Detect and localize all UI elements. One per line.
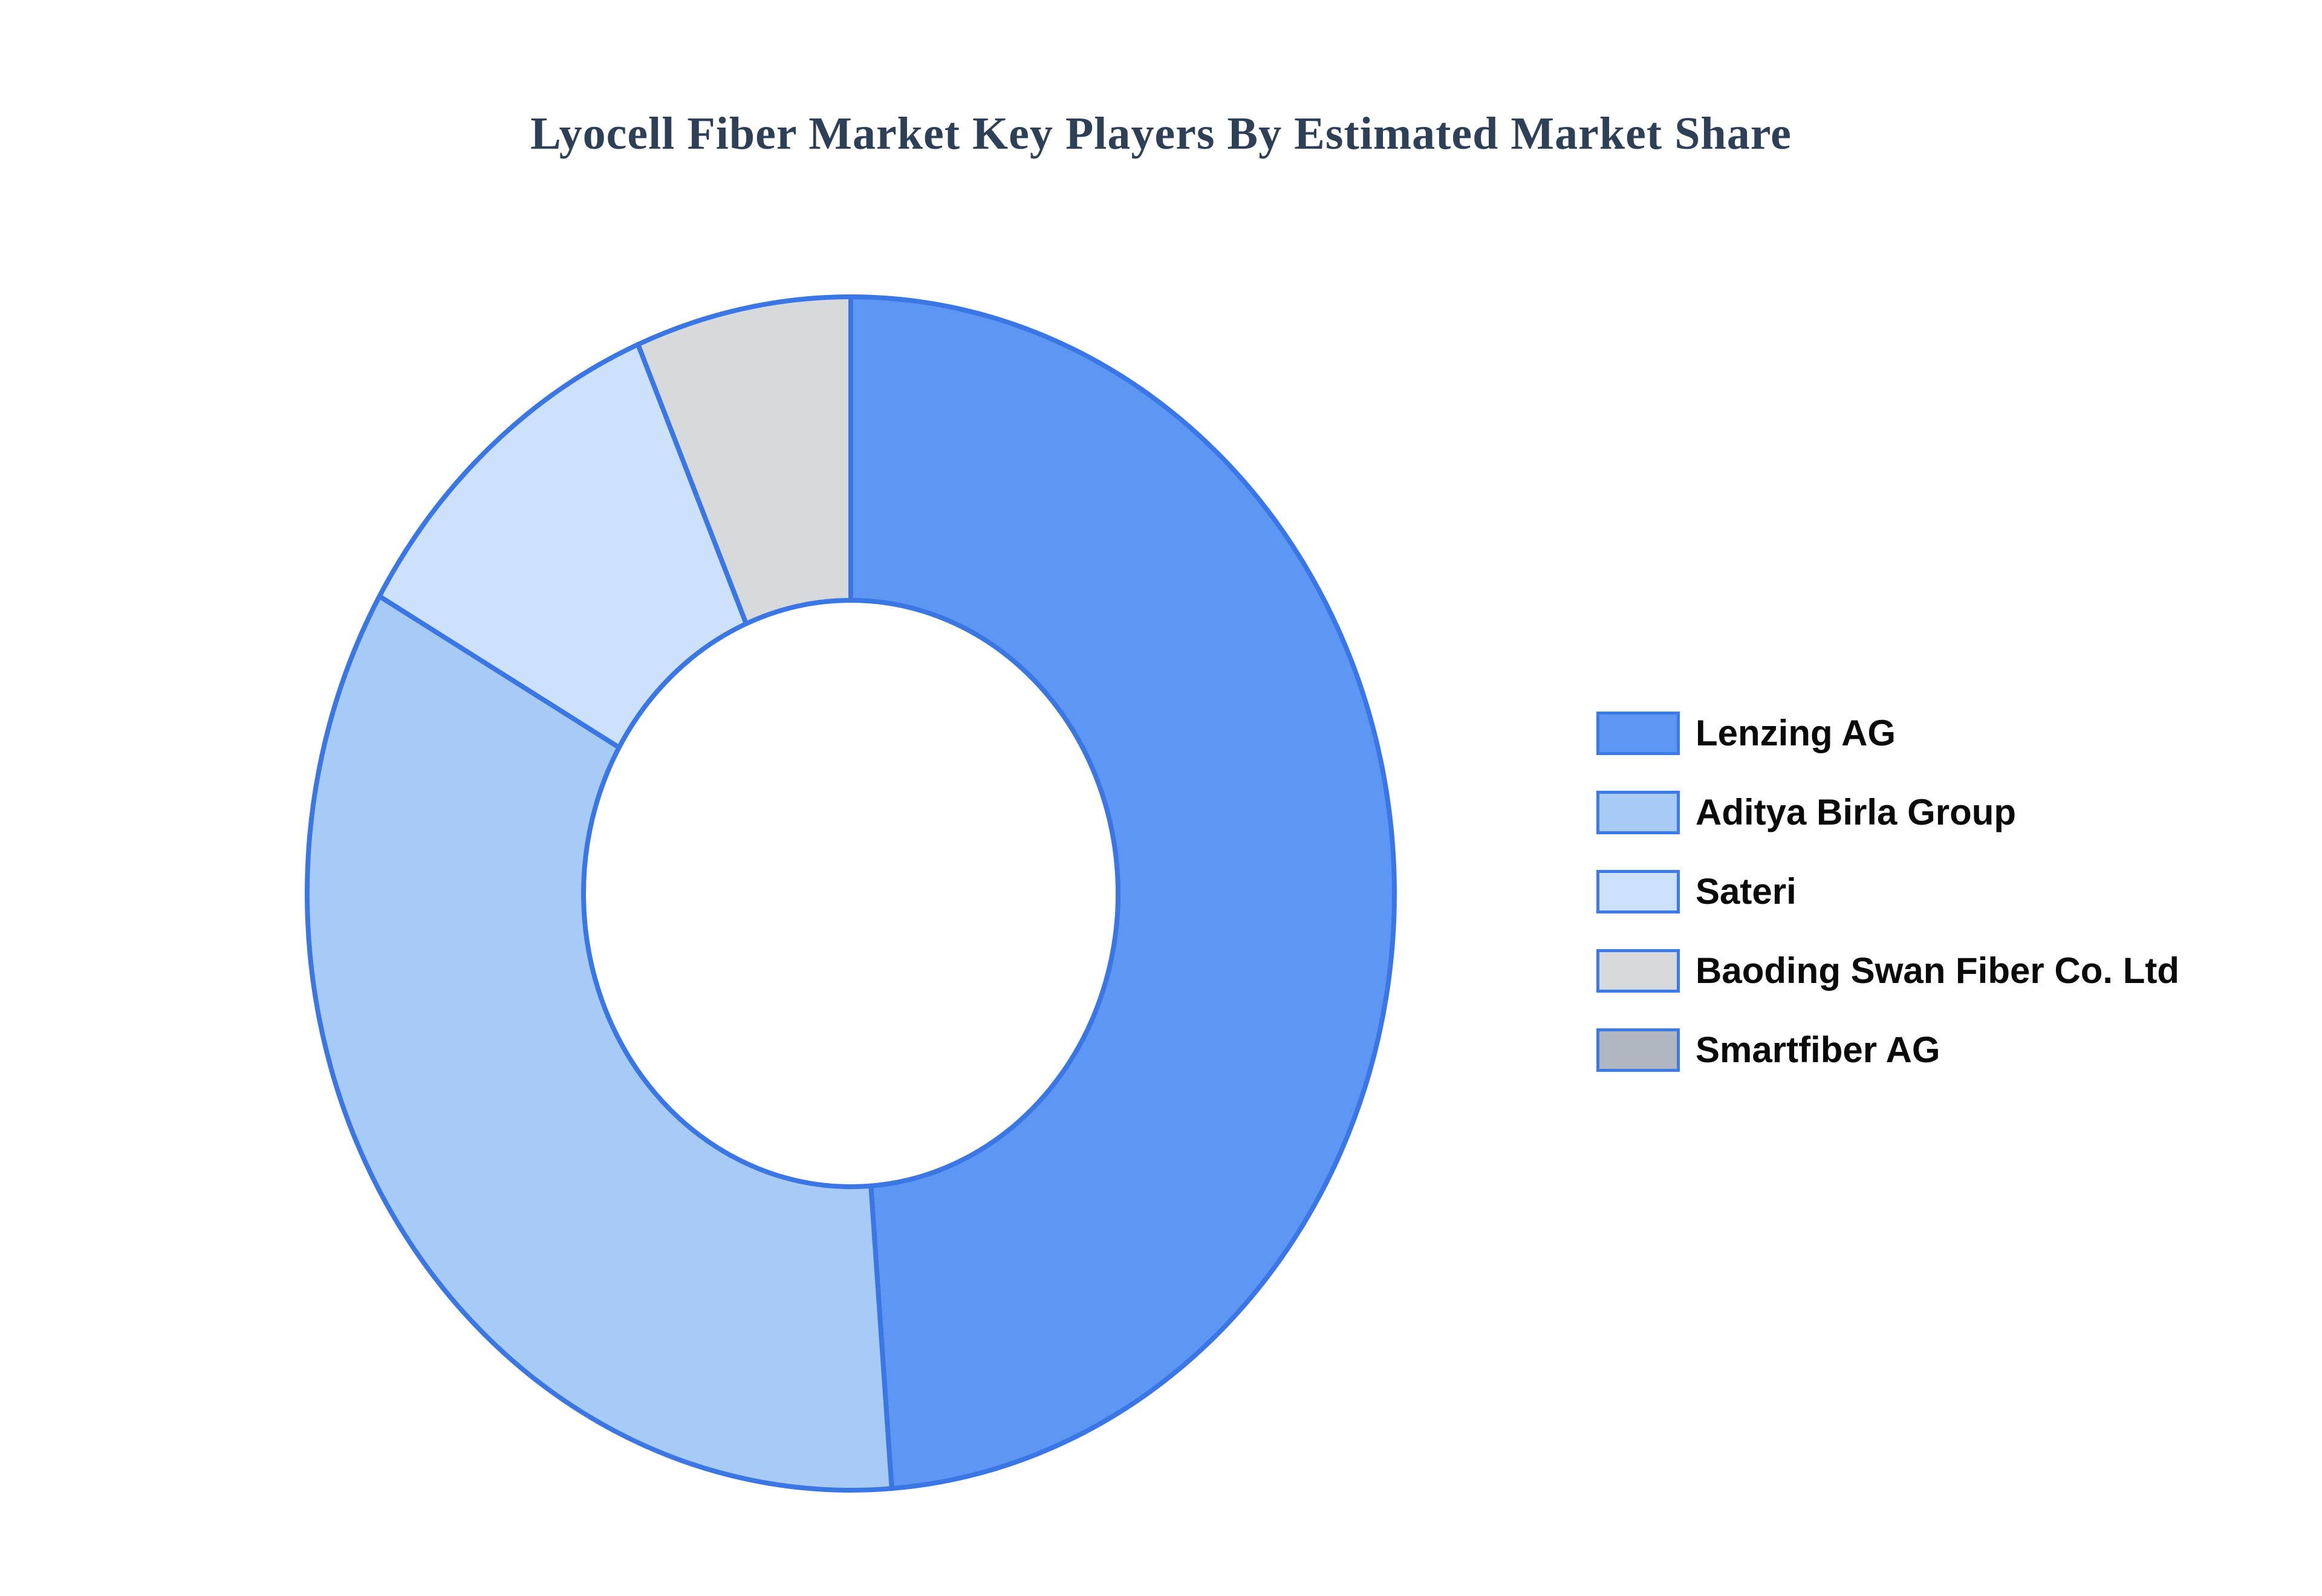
- legend-label: Smartfiber AG: [1696, 1030, 1940, 1070]
- legend-item-sateri: Sateri: [1596, 870, 2179, 913]
- slice-aditya-birla-group: [305, 594, 894, 1493]
- legend-label: Aditya Birla Group: [1696, 792, 2017, 832]
- chart-title: Lyocell Fiber Market Key Players By Esti…: [530, 108, 1792, 159]
- slice-sateri: [377, 342, 749, 750]
- legend-swatch: [1596, 1028, 1680, 1072]
- legend-label: Sateri: [1696, 871, 1797, 912]
- legend-item-aditya-birla-group: Aditya Birla Group: [1596, 791, 2179, 834]
- legend-item-baoding-swan-fiber-co-ltd: Baoding Swan Fiber Co. Ltd: [1596, 949, 2179, 993]
- legend-swatch: [1596, 870, 1680, 913]
- legend-swatch: [1596, 949, 1680, 993]
- legend-item-smartfiber-ag: Smartfiber AG: [1596, 1028, 2179, 1072]
- slice-baoding-swan-fiber-co-ltd: [636, 294, 853, 626]
- legend-label: Lenzing AG: [1696, 713, 1896, 753]
- chart-legend: Lenzing AG Aditya Birla Group Sateri Baodin…: [1596, 712, 2179, 1072]
- slice-lenzing-ag: [848, 294, 1397, 1491]
- legend-swatch: [1596, 712, 1680, 755]
- legend-swatch: [1596, 791, 1680, 834]
- legend-label: Baoding Swan Fiber Co. Ltd: [1696, 950, 2179, 991]
- legend-item-lenzing-ag: Lenzing AG: [1596, 712, 2179, 755]
